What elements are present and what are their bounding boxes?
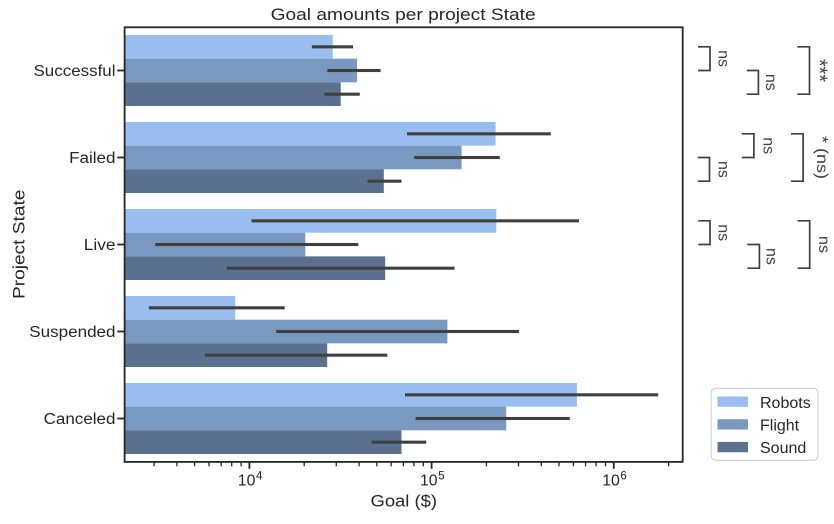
svg-text:Failed: Failed [69,150,115,167]
svg-text:Live: Live [84,237,116,254]
svg-text:ns: ns [763,248,780,265]
svg-text:6: 6 [620,470,626,482]
svg-text:ns: ns [715,224,732,241]
svg-text:10: 10 [602,473,620,490]
svg-text:* (ns): * (ns) [813,136,830,179]
svg-text:ns: ns [815,236,832,253]
svg-text:ns: ns [715,50,732,67]
svg-text:Successful: Successful [34,63,116,80]
svg-text:Suspended: Suspended [29,324,115,341]
svg-text:ns: ns [760,137,777,154]
svg-text:Project State: Project State [10,190,29,299]
svg-text:Goal amounts per project State: Goal amounts per project State [271,5,536,24]
svg-text:ns: ns [762,74,779,91]
svg-text:10: 10 [238,473,256,490]
svg-text:***: *** [807,59,832,82]
svg-text:ns: ns [715,161,732,178]
svg-text:Sound: Sound [760,440,806,457]
svg-text:5: 5 [438,470,444,482]
svg-text:Robots: Robots [760,395,811,412]
svg-text:10: 10 [420,473,438,490]
svg-text:4: 4 [256,470,263,482]
svg-text:Goal ($): Goal ($) [371,492,438,511]
svg-text:Flight: Flight [760,418,800,435]
svg-text:Canceled: Canceled [44,411,116,428]
